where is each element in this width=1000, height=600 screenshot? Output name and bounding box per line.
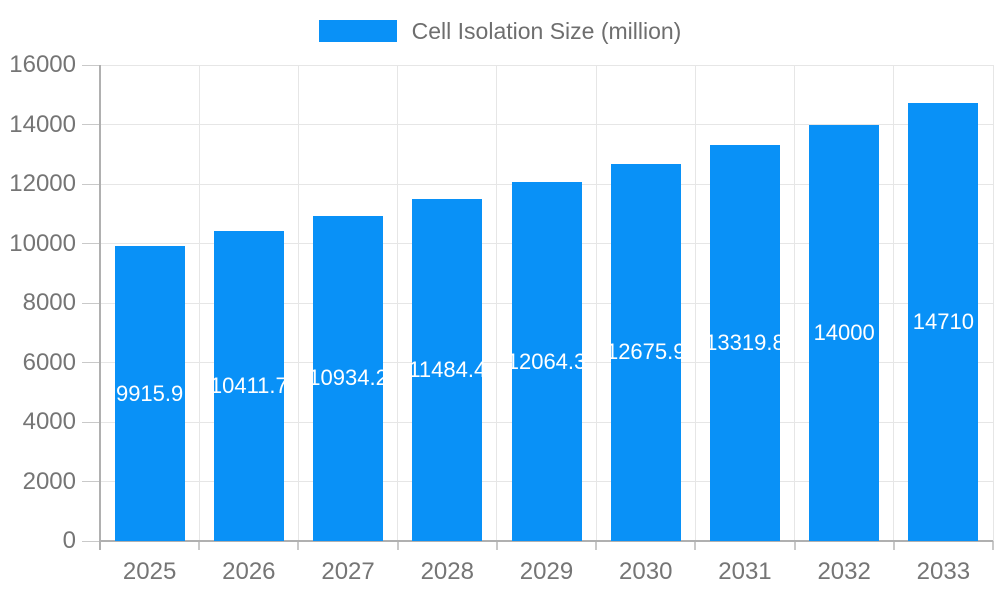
chart-legend[interactable]: Cell Isolation Size (million) — [0, 17, 1000, 45]
x-gridline — [992, 65, 994, 541]
bar-value-label: 12675.9 — [605, 339, 686, 365]
bar-value-label: 10934.2 — [308, 365, 388, 391]
x-axis-tick — [297, 541, 300, 550]
x-axis-tick — [396, 541, 399, 550]
bar-value-label: 13319.8 — [705, 329, 785, 355]
y-axis-label: 8000 — [22, 289, 76, 316]
y-gridline — [100, 64, 993, 66]
x-gridline — [694, 65, 696, 541]
bar-value-label: 12064.3 — [506, 348, 587, 374]
x-axis-tick — [198, 541, 201, 550]
x-gridline — [595, 65, 597, 541]
x-gridline — [297, 65, 299, 541]
y-axis-tick — [82, 64, 100, 66]
x-gridline — [397, 65, 399, 541]
x-axis-label: 2030 — [619, 558, 673, 585]
x-gridline — [198, 65, 200, 541]
x-axis-label: 2032 — [817, 558, 871, 585]
y-axis-label: 16000 — [9, 51, 76, 78]
bar-value-label: 10411.7 — [209, 373, 288, 399]
bar-2033[interactable] — [908, 103, 979, 541]
y-axis-label: 2000 — [22, 467, 76, 495]
legend-label: Cell Isolation Size (million) — [411, 18, 682, 44]
x-gridline — [893, 65, 895, 541]
y-axis-label: 10000 — [9, 229, 76, 257]
y-axis-tick — [82, 421, 100, 423]
bar-2031[interactable] — [709, 144, 780, 541]
bar-value-label: 14000 — [813, 319, 875, 345]
y-axis-label: 6000 — [22, 348, 76, 376]
y-axis-tick — [82, 124, 100, 125]
y-axis-tick — [82, 302, 100, 304]
y-axis-label: 4000 — [22, 408, 76, 435]
bar-2027[interactable] — [313, 215, 384, 541]
x-axis-label: 2031 — [718, 558, 772, 585]
x-axis-label: 2033 — [916, 558, 971, 585]
x-axis-tick — [595, 541, 598, 550]
bar-2028[interactable] — [412, 199, 483, 541]
y-axis-tick — [82, 481, 100, 482]
bar-value-label: 11484.4 — [408, 357, 487, 383]
x-axis-line — [100, 540, 993, 542]
x-axis-tick — [495, 541, 498, 550]
y-axis-tick — [82, 362, 100, 363]
legend-swatch — [318, 20, 397, 42]
x-axis-tick — [793, 541, 796, 550]
x-gridline — [496, 65, 498, 541]
bar-2029[interactable] — [511, 182, 582, 541]
x-axis-label: 2025 — [122, 558, 177, 585]
y-axis-tick — [82, 540, 100, 542]
y-axis-label: 0 — [62, 527, 76, 554]
x-axis-tick — [694, 541, 697, 550]
bar-value-label: 9915.9 — [115, 380, 184, 406]
bar-2025[interactable] — [114, 246, 185, 541]
bar-2030[interactable] — [610, 163, 681, 541]
x-axis-label: 2028 — [420, 558, 474, 585]
plot-area: 0 2000 4000 6000 8000 10000 12000 14000 16000 991… — [9, 51, 994, 585]
bar-value-label: 14710 — [912, 309, 974, 335]
x-axis-tick — [892, 541, 895, 550]
x-gridline — [794, 65, 796, 541]
y-axis-label: 14000 — [9, 110, 76, 138]
y-axis-line — [99, 65, 101, 550]
y-axis-tick — [82, 243, 100, 244]
x-axis-tick — [992, 541, 994, 550]
y-axis-tick — [82, 183, 100, 185]
bar-2026[interactable] — [213, 231, 284, 541]
y-axis-label: 12000 — [9, 170, 76, 197]
x-axis-label: 2026 — [222, 558, 276, 585]
bar-2032[interactable] — [809, 124, 880, 541]
x-axis-label: 2027 — [321, 558, 375, 585]
x-axis-label: 2029 — [519, 558, 574, 585]
y-gridline — [100, 124, 993, 125]
